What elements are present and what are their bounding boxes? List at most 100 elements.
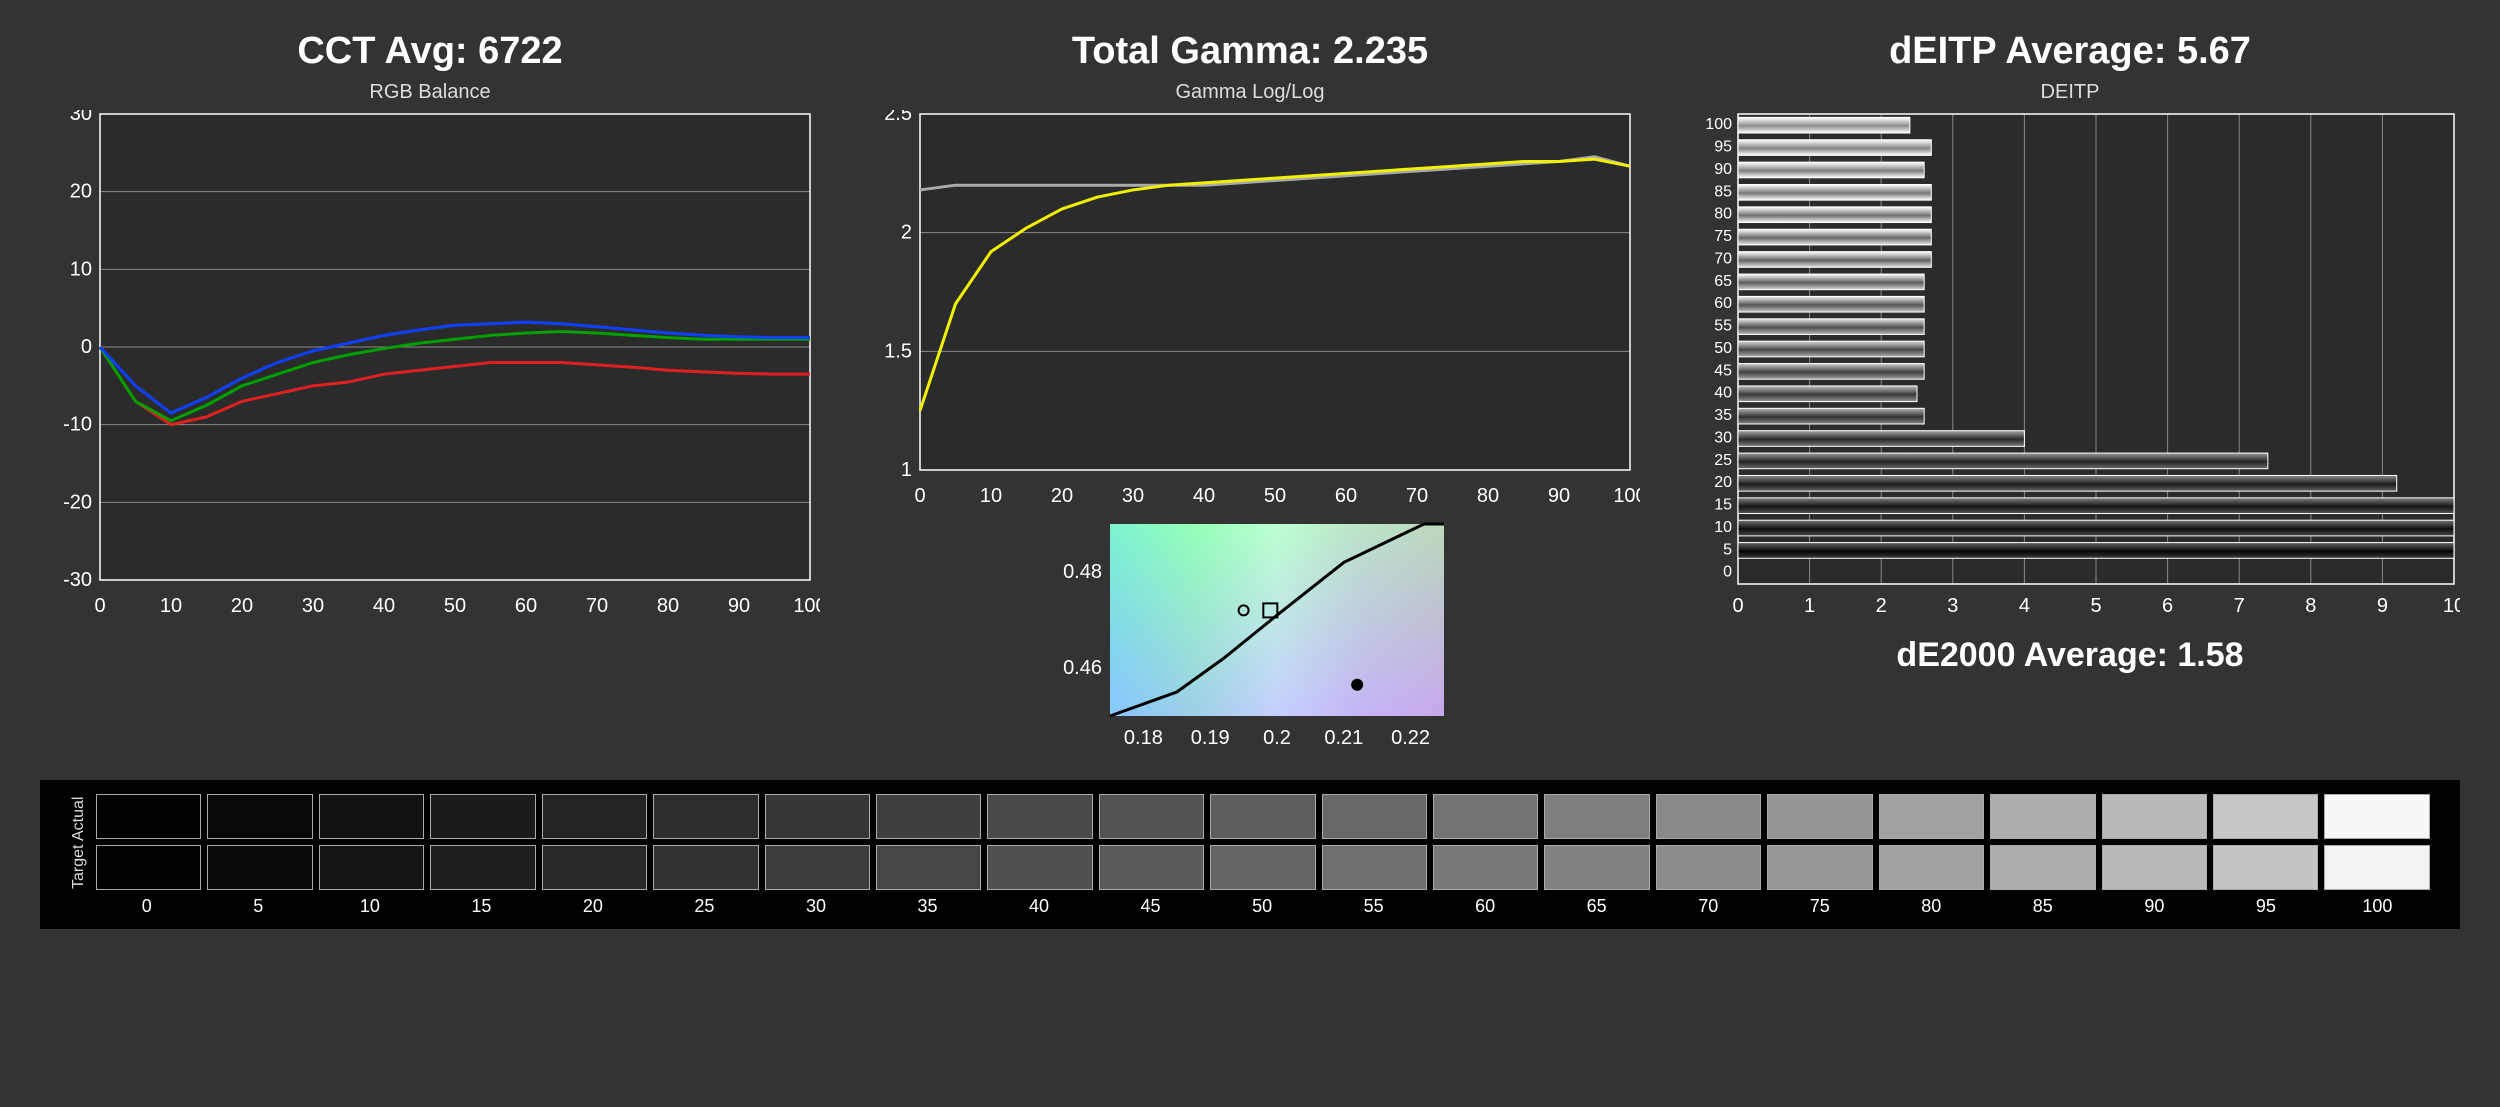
svg-text:50: 50 — [1714, 340, 1732, 357]
svg-text:95: 95 — [1714, 138, 1732, 155]
swatch-x-label: 40 — [986, 896, 1092, 917]
swatch-x-label: 10 — [317, 896, 423, 917]
swatch-target — [96, 845, 201, 890]
swatch-x-label: 15 — [429, 896, 535, 917]
svg-text:3: 3 — [1947, 595, 1958, 617]
svg-text:85: 85 — [1714, 183, 1732, 200]
deitp-subtitle: DEITP — [1680, 81, 2460, 104]
swatch-x-label: 35 — [875, 896, 981, 917]
svg-text:100: 100 — [1613, 485, 1640, 507]
swatch-x-label: 25 — [652, 896, 758, 917]
svg-text:90: 90 — [1548, 485, 1570, 507]
svg-text:50: 50 — [1264, 485, 1286, 507]
gamma-chart: 11.522.50102030405060708090100 — [860, 110, 1640, 510]
svg-text:-30: -30 — [63, 569, 92, 591]
swatch-actual — [207, 794, 312, 839]
swatch-target — [2102, 845, 2207, 890]
svg-text:10: 10 — [980, 485, 1002, 507]
de2000-title: dE2000 Average: 1.58 — [1680, 636, 2460, 675]
swatch-actual — [653, 794, 758, 839]
svg-text:6: 6 — [2162, 595, 2173, 617]
svg-text:7: 7 — [2234, 595, 2245, 617]
svg-text:100: 100 — [793, 595, 820, 617]
swatch-row-target — [96, 845, 2430, 890]
swatch-x-label: 85 — [1990, 896, 2096, 917]
swatch-target — [765, 845, 870, 890]
swatch-actual — [987, 794, 1092, 839]
svg-text:20: 20 — [1051, 485, 1073, 507]
svg-text:60: 60 — [1335, 485, 1357, 507]
svg-text:0.48: 0.48 — [1063, 561, 1102, 583]
svg-text:9: 9 — [2377, 595, 2388, 617]
swatch-actual — [1322, 794, 1427, 839]
cie-gamut-chart: 0.460.480.180.190.20.210.22 — [1050, 520, 1450, 750]
swatch-x-label: 5 — [206, 896, 312, 917]
svg-text:40: 40 — [1193, 485, 1215, 507]
swatch-x-label: 50 — [1209, 896, 1315, 917]
gamma-panel: Total Gamma: 2.235 Gamma Log/Log 11.522.… — [860, 30, 1640, 750]
svg-text:0: 0 — [1732, 595, 1743, 617]
swatch-actual — [2102, 794, 2207, 839]
svg-text:5: 5 — [1723, 541, 1732, 558]
swatch-actual — [1767, 794, 1872, 839]
greyscale-swatches: Actual Target 05101520253035404550556065… — [40, 780, 2460, 929]
swatch-x-label: 20 — [540, 896, 646, 917]
swatch-labels-row: 0510152025303540455055606570758085909510… — [94, 896, 2430, 917]
swatch-target — [2324, 845, 2429, 890]
svg-text:70: 70 — [1714, 250, 1732, 267]
svg-text:0: 0 — [1723, 564, 1732, 581]
swatch-target — [1879, 845, 1984, 890]
svg-text:50: 50 — [444, 595, 466, 617]
swatch-target — [1990, 845, 2095, 890]
svg-text:20: 20 — [231, 595, 253, 617]
swatch-actual — [1210, 794, 1315, 839]
svg-text:70: 70 — [1406, 485, 1428, 507]
svg-text:2.5: 2.5 — [884, 110, 912, 125]
swatch-x-label: 0 — [94, 896, 200, 917]
svg-text:5: 5 — [2090, 595, 2101, 617]
svg-text:40: 40 — [1714, 385, 1732, 402]
svg-text:0.21: 0.21 — [1324, 727, 1363, 749]
swatch-actual — [1656, 794, 1761, 839]
swatch-actual — [876, 794, 981, 839]
swatch-actual — [96, 794, 201, 839]
rgb-balance-panel: CCT Avg: 6722 RGB Balance -30-20-1001020… — [40, 30, 820, 750]
swatch-x-label: 30 — [763, 896, 869, 917]
svg-text:0.2: 0.2 — [1263, 727, 1291, 749]
svg-text:90: 90 — [1714, 161, 1732, 178]
swatch-x-label: 100 — [2325, 896, 2431, 917]
swatch-actual — [430, 794, 535, 839]
swatch-x-label: 90 — [2102, 896, 2208, 917]
swatch-target — [1767, 845, 1872, 890]
swatch-x-label: 45 — [1098, 896, 1204, 917]
swatch-x-label: 75 — [1767, 896, 1873, 917]
svg-text:0.22: 0.22 — [1391, 727, 1430, 749]
svg-text:80: 80 — [657, 595, 679, 617]
svg-text:0: 0 — [914, 485, 925, 507]
svg-text:20: 20 — [70, 181, 92, 203]
swatch-row-label-actual: Actual — [70, 796, 88, 841]
deitp-chart: 0123456789101009590858075706560555045403… — [1680, 110, 2460, 620]
swatch-target — [2213, 845, 2318, 890]
svg-text:10: 10 — [70, 258, 92, 280]
svg-text:30: 30 — [70, 110, 92, 125]
svg-text:70: 70 — [586, 595, 608, 617]
svg-text:45: 45 — [1714, 362, 1732, 379]
rgb-balance-chart: -30-20-1001020300102030405060708090100 — [40, 110, 820, 620]
swatch-x-label: 65 — [1544, 896, 1650, 917]
svg-text:80: 80 — [1477, 485, 1499, 507]
svg-text:40: 40 — [373, 595, 395, 617]
gamma-subtitle: Gamma Log/Log — [860, 81, 1640, 104]
swatch-x-label: 55 — [1321, 896, 1427, 917]
swatch-target — [1433, 845, 1538, 890]
swatch-x-label: 60 — [1432, 896, 1538, 917]
swatch-target — [1322, 845, 1427, 890]
deitp-title: dEITP Average: 5.67 — [1680, 30, 2460, 73]
swatch-target — [1544, 845, 1649, 890]
swatch-actual — [1544, 794, 1649, 839]
svg-text:0: 0 — [94, 595, 105, 617]
swatch-target — [1656, 845, 1761, 890]
svg-text:30: 30 — [1122, 485, 1144, 507]
swatch-x-label: 70 — [1655, 896, 1761, 917]
swatch-target — [653, 845, 758, 890]
